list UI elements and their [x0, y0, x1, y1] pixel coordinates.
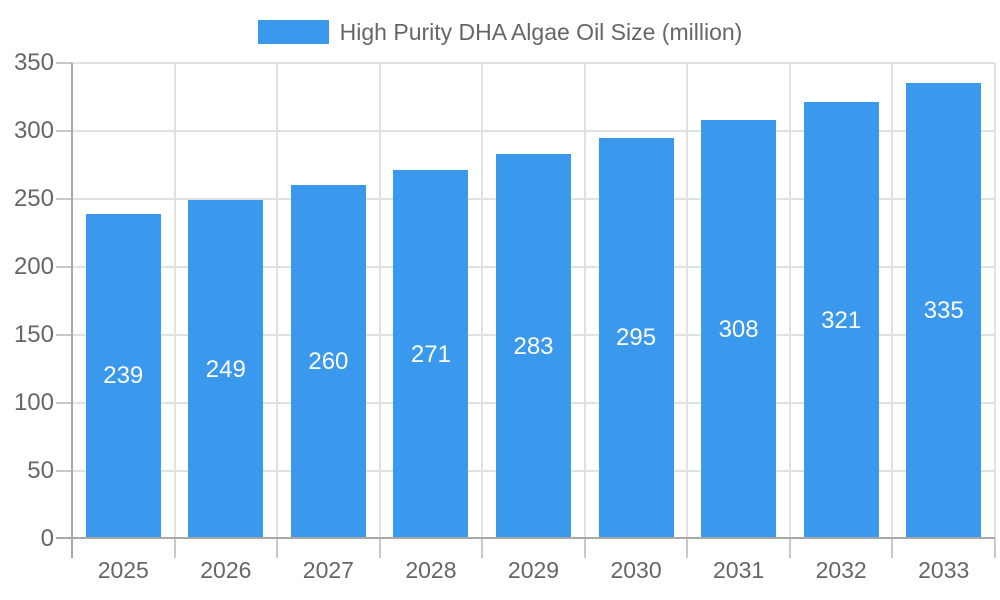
v-gridline — [276, 63, 279, 539]
x-axis-tick-label: 2029 — [507, 557, 560, 583]
x-axis-tick-label: 2030 — [610, 557, 662, 583]
x-axis-tick-label: 2032 — [815, 557, 867, 583]
x-axis-tick-label: 2031 — [713, 557, 765, 583]
x-axis-tick — [378, 539, 381, 558]
y-axis-tick — [56, 470, 72, 472]
v-gridline — [994, 63, 996, 539]
y-axis-tick — [56, 198, 72, 200]
x-axis-tick — [481, 539, 484, 558]
bar-value-label: 271 — [410, 340, 451, 368]
bar[interactable]: 249 — [188, 200, 264, 539]
y-axis-tick-label: 200 — [13, 253, 54, 280]
y-axis-tick — [56, 62, 72, 64]
bar-value-label: 283 — [513, 332, 554, 360]
y-axis-tick — [56, 402, 72, 404]
y-axis-tick-label: 250 — [13, 185, 54, 212]
plot-area: 239 249 260 271 283 295 308 321 335 — [56, 62, 996, 558]
legend-label[interactable]: High Purity DHA Algae Oil Size (million) — [339, 18, 743, 45]
bar-value-label: 260 — [308, 348, 349, 376]
x-axis-tick-label: 2026 — [200, 557, 252, 583]
bar[interactable]: 308 — [701, 120, 777, 539]
x-axis-tick-label: 2027 — [302, 557, 354, 583]
x-axis-tick-label: 2033 — [918, 557, 970, 583]
y-axis-tick — [56, 130, 72, 132]
v-gridline — [378, 63, 381, 539]
bar[interactable]: 239 — [85, 213, 161, 539]
bar-value-label: 321 — [821, 306, 862, 334]
legend-swatch[interactable] — [257, 20, 329, 44]
x-axis-tick — [788, 539, 791, 558]
x-axis-tick — [994, 539, 996, 558]
x-axis-tick-label: 2025 — [97, 557, 149, 583]
bar[interactable]: 295 — [598, 137, 674, 539]
x-axis-tick — [583, 539, 586, 558]
v-gridline — [173, 63, 176, 539]
v-gridline — [788, 63, 791, 539]
v-gridline — [481, 63, 484, 539]
v-gridline — [891, 63, 894, 539]
bar-value-label: 295 — [616, 324, 657, 352]
bar[interactable]: 271 — [393, 170, 469, 539]
y-axis-tick-label: 350 — [13, 49, 54, 76]
v-gridline — [583, 63, 586, 539]
x-axis-line — [56, 537, 995, 539]
y-axis-tick — [56, 266, 72, 268]
bar[interactable]: 283 — [496, 154, 571, 539]
x-axis-tick-label: 2028 — [405, 557, 457, 583]
h-gridline — [56, 62, 995, 64]
bar-value-label: 249 — [205, 355, 246, 383]
y-axis-tick-label: 300 — [13, 117, 54, 144]
bar[interactable]: 335 — [906, 83, 982, 539]
legend[interactable]: High Purity DHA Algae Oil Size (million) — [0, 17, 1000, 47]
bar-value-label: 308 — [718, 315, 759, 343]
x-axis-tick — [891, 539, 894, 558]
x-axis-tick — [686, 539, 689, 558]
y-axis-tick-label: 150 — [13, 321, 54, 348]
h-gridline — [56, 130, 995, 132]
bar-value-label: 335 — [923, 297, 964, 325]
x-axis-tick — [173, 539, 176, 558]
y-axis-line — [71, 63, 73, 558]
y-axis-tick-label: 50 — [27, 457, 54, 484]
bar[interactable]: 260 — [290, 185, 366, 539]
bar-value-label: 239 — [103, 362, 144, 390]
y-axis-tick-label: 100 — [13, 389, 54, 416]
bar[interactable]: 321 — [803, 102, 879, 539]
v-gridline — [686, 63, 689, 539]
x-axis-tick — [276, 539, 279, 558]
y-axis-tick — [56, 334, 72, 336]
y-axis-tick-label: 0 — [40, 525, 54, 552]
